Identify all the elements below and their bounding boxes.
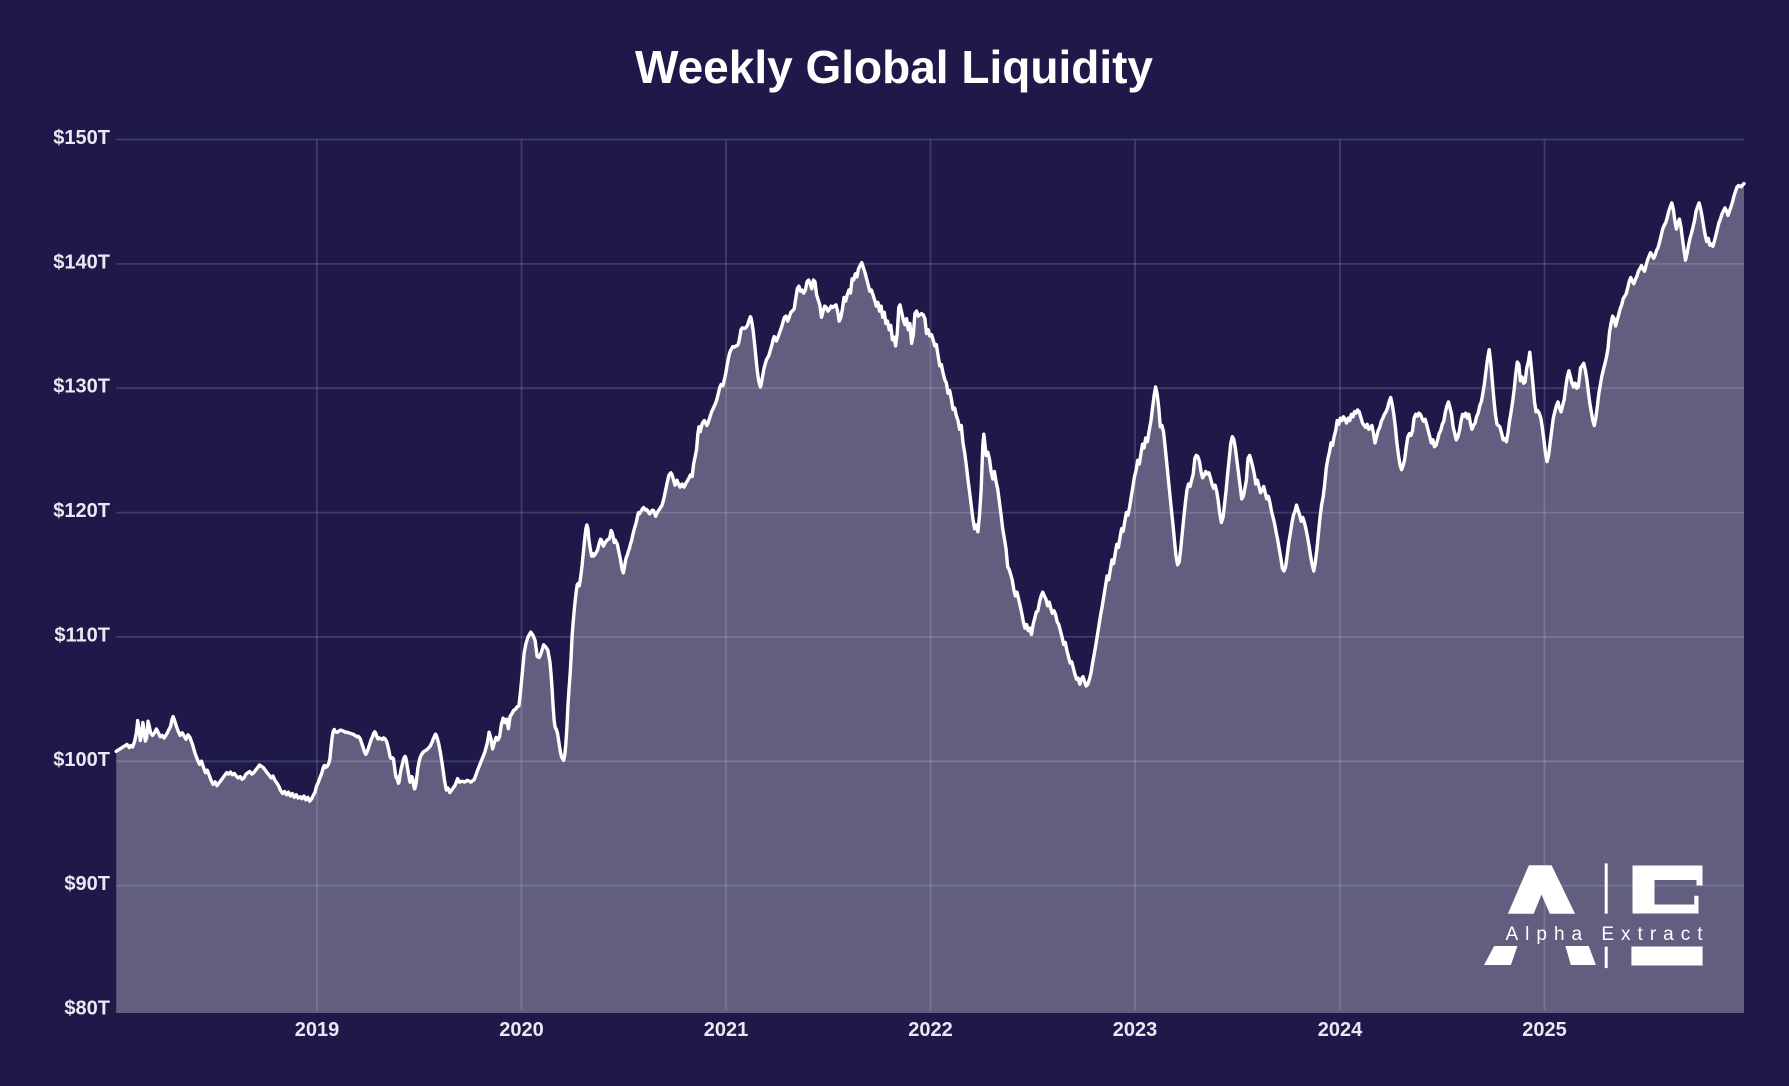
svg-text:2022: 2022 bbox=[908, 1019, 953, 1041]
svg-text:Alpha Extract: Alpha Extract bbox=[1506, 924, 1710, 945]
svg-text:2020: 2020 bbox=[499, 1019, 544, 1041]
svg-text:$80T: $80T bbox=[64, 998, 110, 1020]
svg-text:$110T: $110T bbox=[54, 624, 110, 646]
svg-text:Weekly Global Liquidity: Weekly Global Liquidity bbox=[635, 41, 1153, 93]
svg-text:$130T: $130T bbox=[53, 376, 110, 398]
svg-text:$100T: $100T bbox=[53, 749, 110, 771]
svg-text:$90T: $90T bbox=[64, 873, 110, 895]
svg-text:2024: 2024 bbox=[1318, 1019, 1363, 1041]
svg-text:2021: 2021 bbox=[704, 1019, 749, 1041]
svg-text:$140T: $140T bbox=[53, 251, 110, 273]
svg-text:2019: 2019 bbox=[295, 1019, 340, 1041]
svg-text:$150T: $150T bbox=[53, 127, 110, 149]
svg-text:2023: 2023 bbox=[1113, 1019, 1158, 1041]
svg-text:2025: 2025 bbox=[1522, 1019, 1567, 1041]
svg-text:$120T: $120T bbox=[53, 500, 110, 522]
